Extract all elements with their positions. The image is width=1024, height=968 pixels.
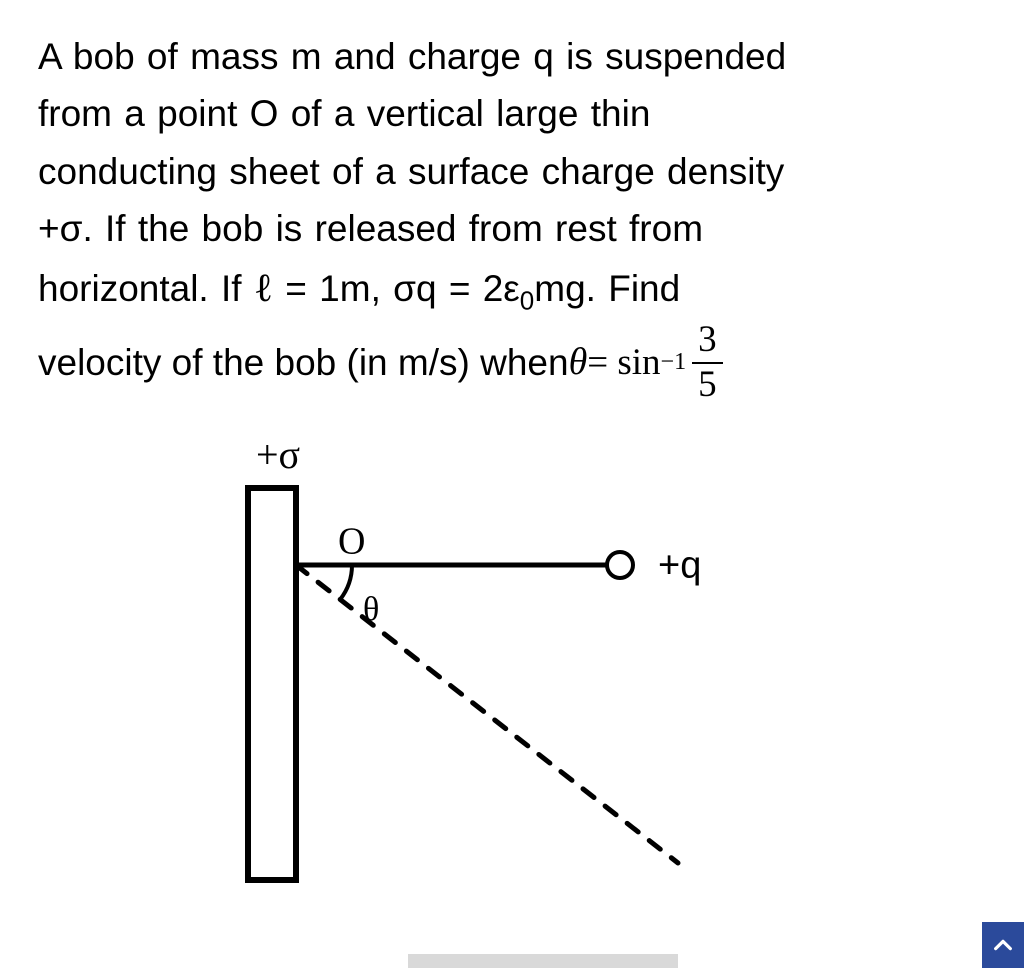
- question-line-2: from a point O of a vertical large thin: [38, 85, 986, 142]
- pendulum-string-angled: [296, 565, 678, 863]
- angle-arc: [340, 565, 352, 599]
- theta-symbol: θ: [569, 333, 588, 392]
- eq1-suffix: mg. Find: [534, 268, 680, 309]
- ell-symbol: ℓ: [254, 265, 273, 310]
- epsilon-subscript: 0: [520, 286, 534, 316]
- fraction-3-5: 3 5: [692, 321, 723, 405]
- diagram: +σ O θ +q: [38, 413, 986, 933]
- footer-gray-bar: [408, 954, 678, 968]
- charge-q-label: +q: [658, 544, 701, 586]
- diagram-svg: O θ +q: [38, 413, 998, 913]
- fraction-denominator: 5: [692, 362, 723, 405]
- sin-superscript: −1: [661, 344, 687, 381]
- chevron-up-icon: [992, 934, 1014, 956]
- angle-theta-label: θ: [363, 591, 379, 628]
- line6-prefix: velocity of the bob (in m/s) when: [38, 334, 569, 391]
- question-line-1: A bob of mass m and charge q is suspende…: [38, 28, 986, 85]
- fraction-numerator: 3: [692, 321, 723, 362]
- conducting-sheet: [248, 488, 296, 880]
- question-line-6: velocity of the bob (in m/s) when θ = si…: [38, 321, 986, 405]
- point-O-label: O: [338, 520, 365, 562]
- eq-sin: = sin: [587, 334, 660, 391]
- question-line-4: +σ. If the bob is released from rest fro…: [38, 200, 986, 257]
- corner-badge[interactable]: [982, 922, 1024, 968]
- question-line-5: horizontal. If ℓ = 1m, σq = 2ε0mg. Find: [38, 257, 986, 321]
- eq1-text: = 1m, σq = 2ε: [285, 268, 520, 309]
- bob-circle: [607, 552, 633, 578]
- question-line-3: conducting sheet of a surface charge den…: [38, 143, 986, 200]
- line5-prefix: horizontal. If: [38, 268, 254, 309]
